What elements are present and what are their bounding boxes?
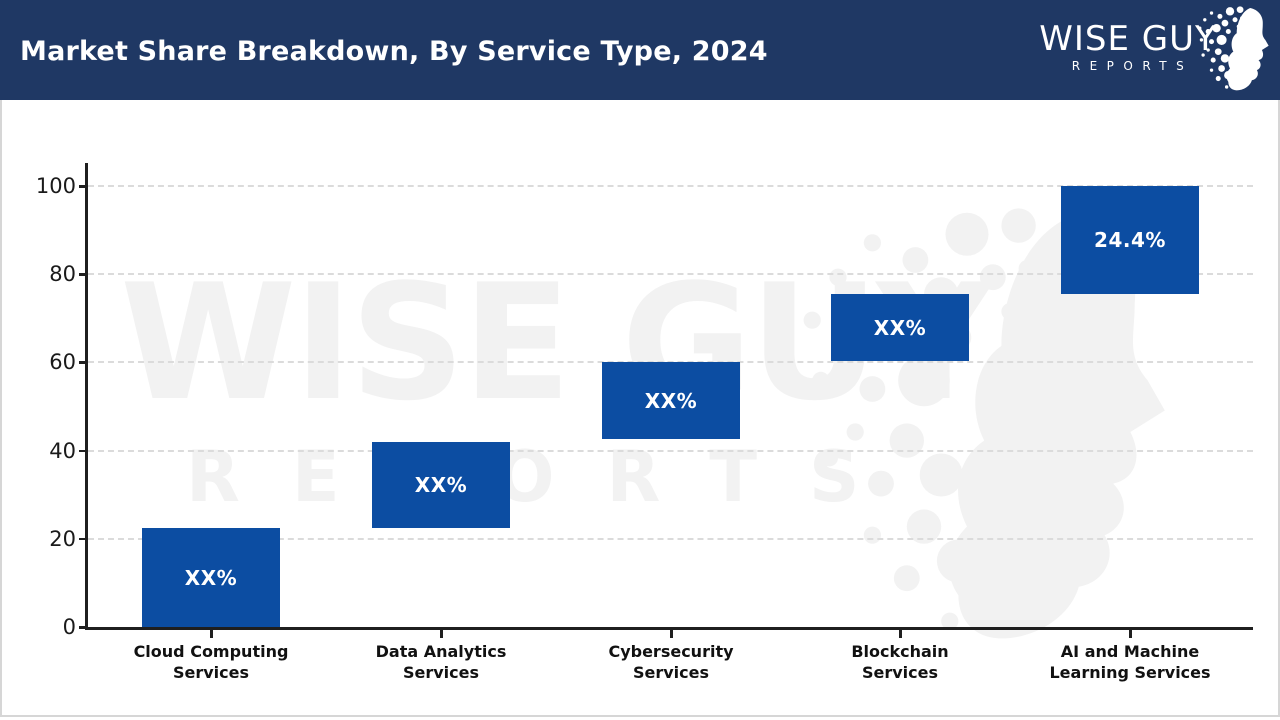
x-category-label: Cloud Computing Services	[133, 642, 289, 682]
y-tick-label: 100	[35, 174, 76, 198]
y-tick-label: 80	[49, 262, 76, 287]
y-axis-line	[85, 163, 88, 630]
bar: XX%	[602, 362, 740, 440]
frame-border-left	[0, 100, 2, 717]
x-category-label: Blockchain Services	[851, 642, 949, 682]
x-category-label: Data Analytics Services	[375, 642, 507, 682]
gridline	[88, 449, 1253, 452]
brand-logo-line1: WISE GUY	[1039, 19, 1217, 59]
x-tick-mark	[440, 630, 443, 638]
frame-border-right	[1278, 100, 1280, 717]
x-tick-mark	[670, 630, 673, 638]
gridline	[88, 273, 1253, 276]
dotted-face-profile-icon	[1198, 6, 1269, 91]
bar: XX%	[831, 294, 969, 362]
x-tick-mark	[1129, 630, 1132, 638]
bar-value-label: XX%	[184, 565, 238, 590]
x-category-label: Cybersecurity Services	[608, 642, 734, 682]
bar: 24.4%	[1061, 186, 1199, 294]
y-tick-mark	[79, 361, 87, 364]
x-category-label: AI and Machine Learning Services	[1049, 642, 1211, 682]
y-tick-label: 0	[62, 615, 76, 639]
x-tick-mark	[899, 630, 902, 638]
y-tick-mark	[79, 449, 87, 453]
gridline	[88, 185, 1253, 187]
frame-border-bottom	[0, 715, 1280, 717]
brand-logo-line2: REPORTS	[1071, 59, 1194, 73]
chart-canvas: WISE GUY REPORTS 0 20 40 60 80 100 XX% Cloud Co…	[0, 100, 1280, 720]
x-tick-mark	[210, 630, 213, 638]
x-axis-line	[85, 627, 1253, 630]
bar-value-label: XX%	[644, 388, 698, 413]
y-tick-label: 60	[49, 350, 76, 375]
y-tick-mark	[79, 626, 87, 629]
bar: XX%	[142, 528, 280, 627]
y-tick-label: 20	[49, 526, 76, 551]
brand-logo: WISE GUY REPORTS	[1036, 21, 1220, 73]
y-tick-mark	[79, 537, 87, 541]
bar-value-label: 24.4%	[1094, 227, 1166, 252]
bar: XX%	[372, 441, 510, 529]
y-tick-mark	[79, 273, 87, 276]
bar-value-label: XX%	[414, 472, 468, 497]
y-tick-label: 40	[49, 438, 76, 463]
plot-area: 0 20 40 60 80 100 XX% Cloud Computing Services X…	[0, 100, 1280, 720]
gridline	[88, 537, 1253, 540]
chart-title: Market Share Breakdown, By Service Type,…	[20, 36, 768, 67]
header-bar: Market Share Breakdown, By Service Type,…	[0, 0, 1280, 100]
bar-value-label: XX%	[873, 315, 927, 340]
y-tick-mark	[79, 185, 87, 188]
